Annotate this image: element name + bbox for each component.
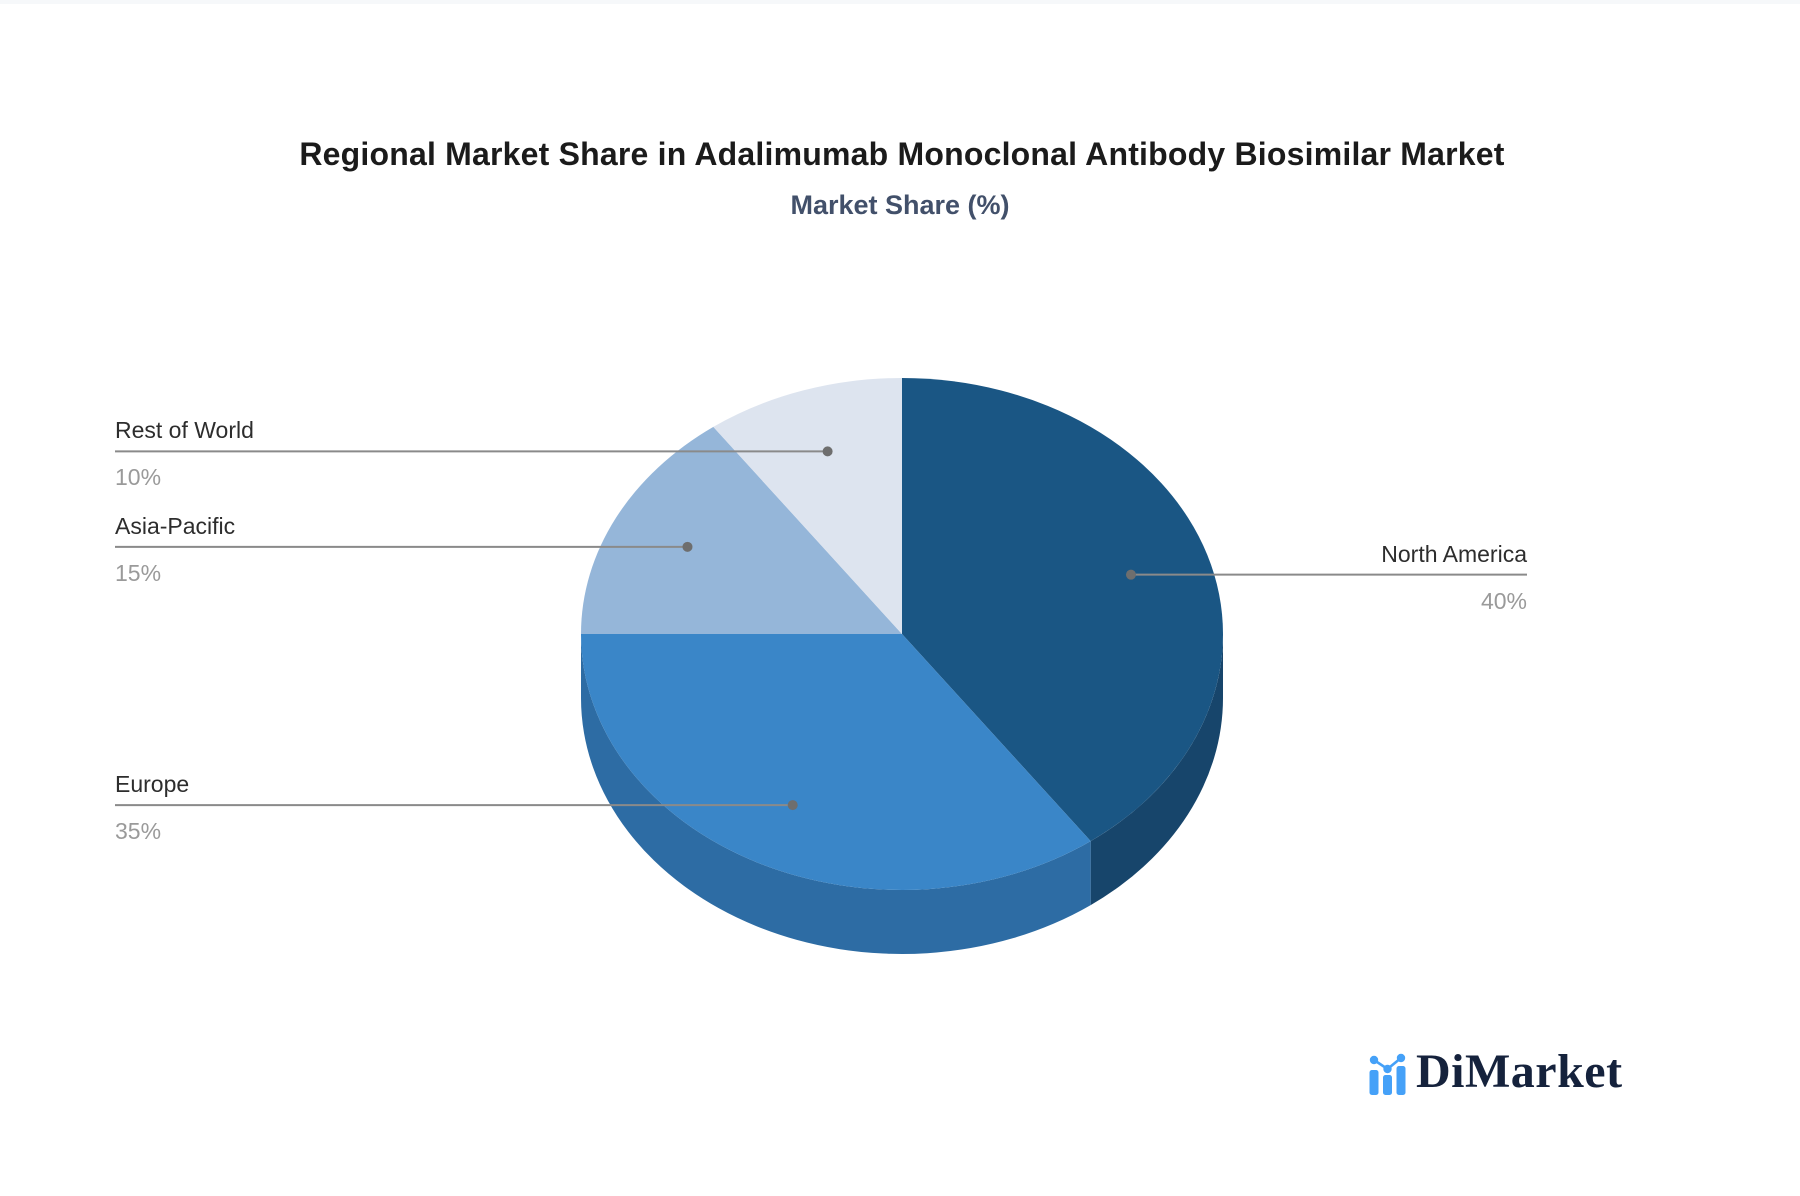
slice-percent-north-america: 40% [1480,587,1527,614]
slice-label-europe: Europe [115,771,190,798]
leader-dot-rest-of-world [822,446,833,457]
pie-slice-europe[interactable] [581,634,1091,890]
pie-slice-asia-pacific[interactable] [581,426,902,634]
slice-percent-asia-pacific: 15% [115,559,162,586]
leader-dot-europe [787,800,798,811]
leader-dot-asia-pacific [682,541,693,552]
pie-slice-rest-of-world[interactable] [713,378,902,634]
slice-label-north-america: North America [1381,540,1527,567]
chart-subtitle: Market Share (%) [790,190,1010,220]
slice-label-asia-pacific: Asia-Pacific [115,512,236,539]
slice-percent-rest-of-world: 10% [115,464,162,491]
pie-slice-side-europe [581,634,1091,954]
pie-slice-side-north-america [1090,634,1223,906]
dimarket-logo: DiMarket [1368,1040,1623,1096]
pie-slice-north-america[interactable] [902,378,1223,842]
dimarket-logo-text: DiMarket [1416,1045,1623,1098]
chart-title: Regional Market Share in Adalimumab Mono… [299,136,1505,172]
bar-chart-trend-icon [1369,1053,1406,1095]
leader-dot-north-america [1125,569,1136,580]
slice-label-rest-of-world: Rest of World [115,417,254,444]
page-top-edge [0,0,1800,4]
slice-percent-europe: 35% [115,818,162,845]
